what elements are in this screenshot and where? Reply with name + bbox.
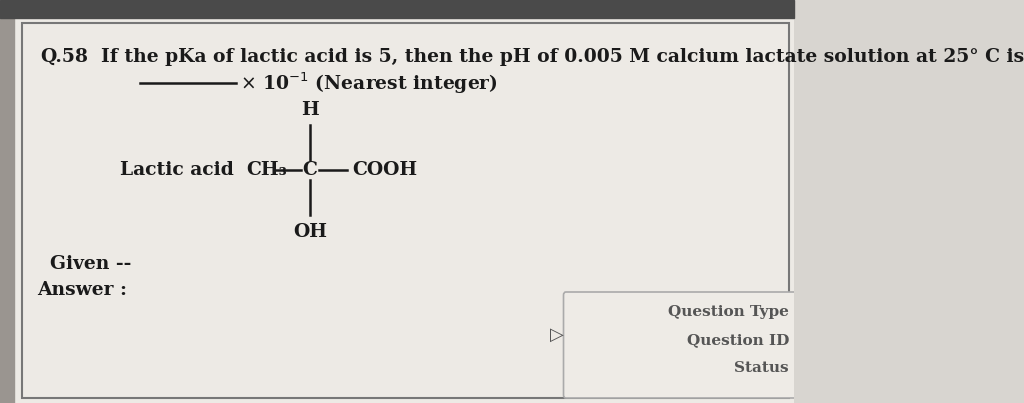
Text: Answer :: Answer :	[37, 281, 127, 299]
FancyBboxPatch shape	[563, 292, 797, 398]
Text: Question ID: Question ID	[687, 333, 790, 347]
Text: C: C	[303, 161, 317, 179]
Text: If the pKa of lactic acid is 5, then the pH of 0.005 M calcium lactate solution : If the pKa of lactic acid is 5, then the…	[100, 48, 1024, 66]
Bar	[0, 0, 794, 18]
Text: Question Type: Question Type	[669, 305, 790, 319]
Bar	[0, 18, 14, 403]
Text: OH: OH	[293, 223, 327, 241]
Text: Status: Status	[734, 361, 790, 375]
Text: H: H	[301, 101, 318, 119]
Text: Q.58: Q.58	[40, 48, 88, 66]
Text: $\times$ 10$^{-1}$ (Nearest integer): $\times$ 10$^{-1}$ (Nearest integer)	[241, 70, 498, 96]
Text: CH₃: CH₃	[247, 161, 288, 179]
Text: Given --: Given --	[50, 255, 132, 273]
Text: COOH: COOH	[352, 161, 418, 179]
Text: ▷: ▷	[550, 326, 563, 344]
Text: Lactic acid: Lactic acid	[120, 161, 234, 179]
